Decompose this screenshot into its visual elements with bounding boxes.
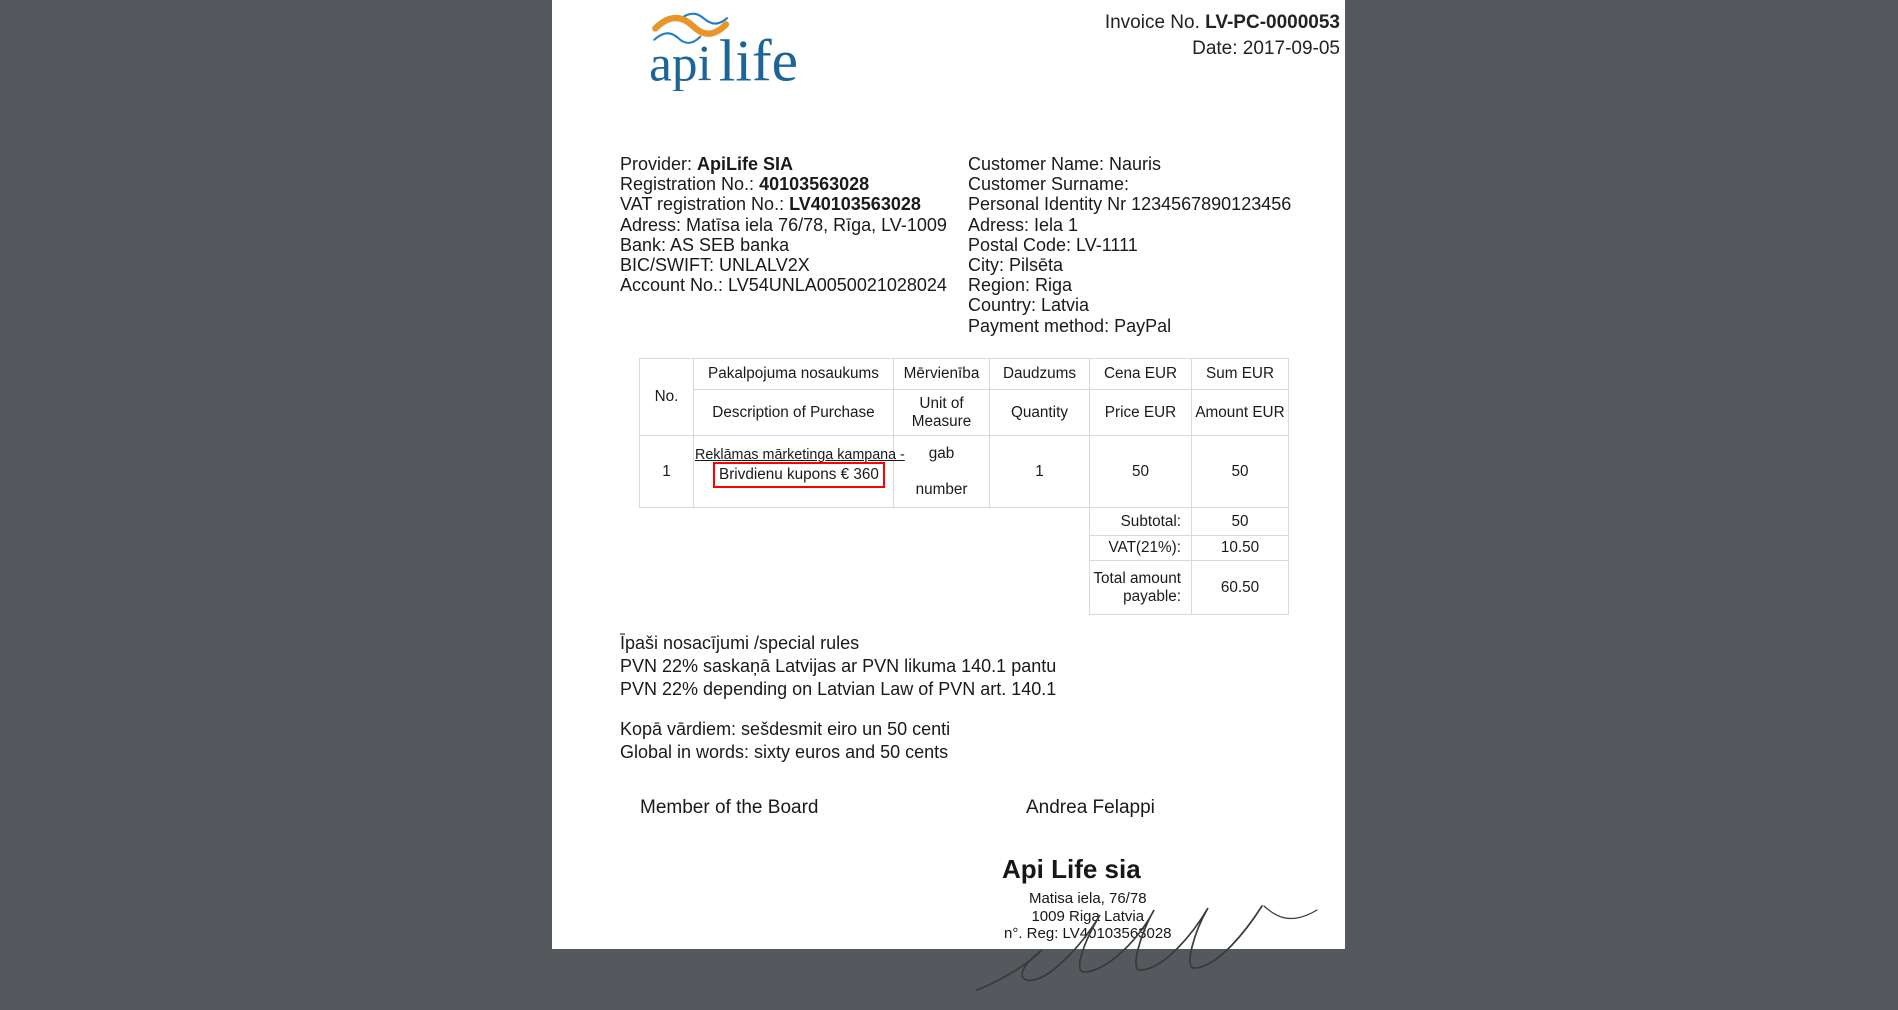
svg-text:api: api <box>649 36 712 91</box>
svg-text:life: life <box>719 28 798 91</box>
